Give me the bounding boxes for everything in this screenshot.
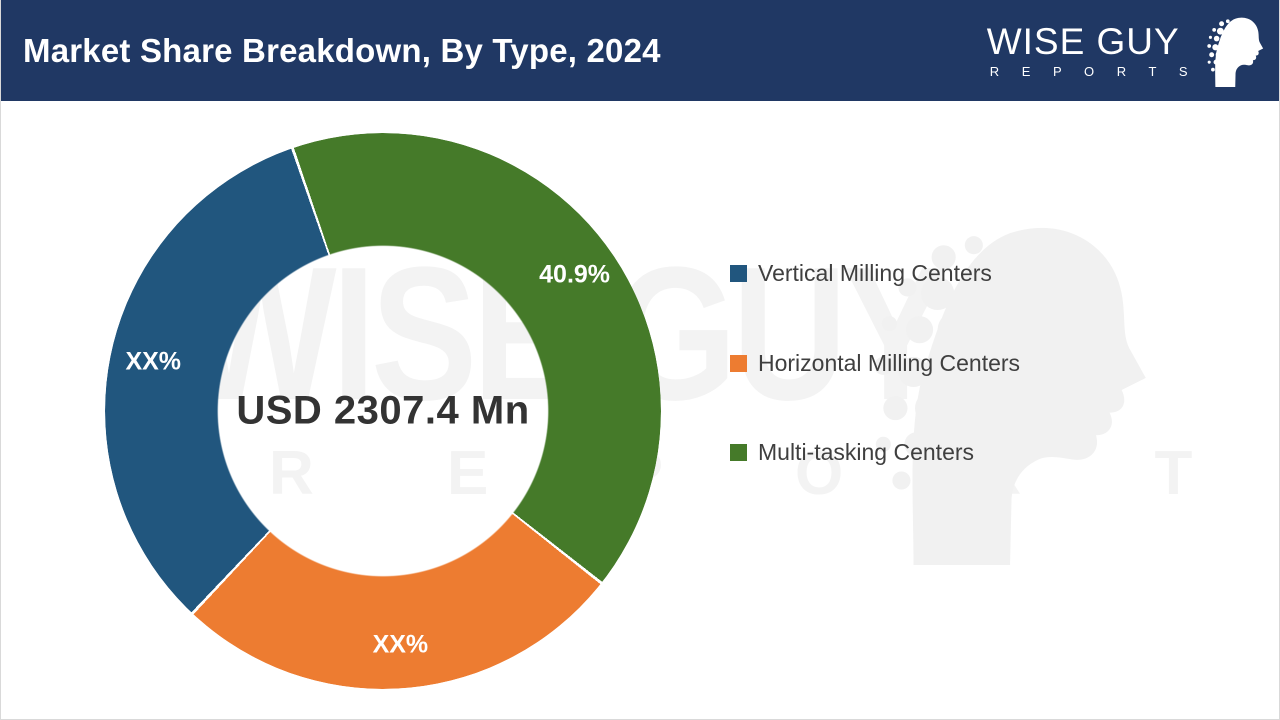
legend-swatch-blue <box>730 265 747 282</box>
wise-guy-reports-logo: WISE GUY R E P O R T S <box>987 0 1265 101</box>
segment-label-multi-tasking: 40.9% <box>539 260 611 289</box>
donut-chart <box>105 133 661 689</box>
logo-text: WISE GUY R E P O R T S <box>987 23 1197 79</box>
legend-label: Vertical Milling Centers <box>758 260 992 286</box>
segment-label-horizontal: XX% <box>372 630 429 659</box>
legend-item-vertical-milling: Vertical Milling Centers <box>730 260 992 287</box>
legend-item-multi-tasking: Multi-tasking Centers <box>730 439 974 466</box>
legend-item-horizontal-milling: Horizontal Milling Centers <box>730 350 1020 377</box>
legend-swatch-green <box>730 444 747 461</box>
donut-center-value: USD 2307.4 Mn <box>236 388 530 433</box>
logo-subtitle: R E P O R T S <box>989 63 1197 79</box>
face-profile-icon <box>1207 17 1264 87</box>
page-title: Market Share Breakdown, By Type, 2024 <box>23 32 661 69</box>
header-bar: Market Share Breakdown, By Type, 2024 WI… <box>1 0 1279 101</box>
legend-swatch-orange <box>730 355 747 372</box>
chart-area: WISE GUY R E P O R T S 40.9% XX% XX% USD… <box>1 101 1279 719</box>
segment-label-vertical: XX% <box>125 347 182 376</box>
logo-name: WISE GUY <box>986 20 1180 62</box>
legend-label: Multi-tasking Centers <box>758 439 975 465</box>
legend-label: Horizontal Milling Centers <box>758 350 1021 376</box>
